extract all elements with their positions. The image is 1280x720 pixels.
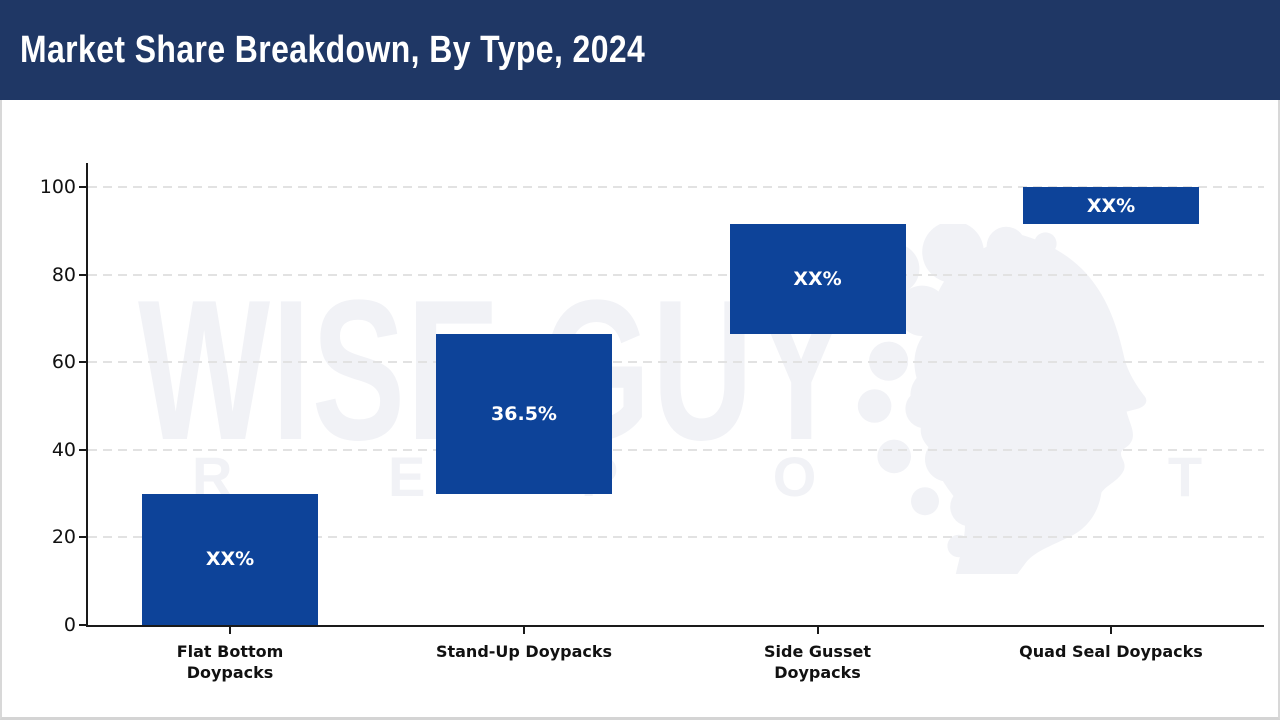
y-tick-label: 100	[39, 176, 76, 198]
category-label: Side Gusset Doypacks	[764, 642, 871, 682]
gridline	[88, 361, 1264, 364]
page-title: Market Share Breakdown, By Type, 2024	[20, 28, 646, 71]
y-tick-mark	[79, 536, 88, 539]
bar-segment: XX%	[1023, 187, 1199, 225]
bar-value-label: XX%	[205, 548, 255, 571]
y-tick-mark	[79, 361, 88, 364]
gridline	[88, 448, 1264, 451]
y-tick-mark	[79, 624, 88, 626]
gridline	[88, 273, 1264, 276]
y-tick-label: 0	[63, 614, 76, 636]
x-tick-mark	[1110, 627, 1112, 634]
y-tick-label: 80	[51, 263, 76, 286]
brand-logo: WISE GUY R E P O R T S	[1020, 0, 1280, 100]
header-bar: Market Share Breakdown, By Type, 2024 WI…	[0, 0, 1280, 100]
bar-value-label: XX%	[1086, 194, 1136, 217]
category-label: Stand-Up Doypacks	[435, 642, 613, 661]
y-tick-label: 40	[51, 438, 76, 461]
x-tick-mark	[816, 627, 819, 634]
y-tick-mark	[79, 186, 88, 188]
bar-value-label: 36.5%	[491, 402, 557, 425]
bar-value-label: XX%	[793, 267, 842, 290]
gridline	[88, 536, 1264, 539]
category-label: Quad Seal Doypacks	[1019, 642, 1203, 661]
bar-segment: XX%	[729, 224, 906, 334]
y-tick-mark	[79, 273, 88, 276]
bar-segment: XX%	[142, 493, 318, 625]
x-tick-mark	[523, 627, 525, 634]
bar-segment: 36.5%	[436, 333, 612, 494]
y-tick-label: 60	[51, 351, 76, 374]
y-tick-label: 20	[51, 526, 76, 549]
y-axis-line	[86, 163, 88, 627]
category-label: Flat Bottom Doypacks	[176, 642, 284, 682]
x-axis-line	[86, 625, 1264, 627]
y-tick-mark	[79, 448, 88, 451]
x-tick-mark	[229, 627, 231, 634]
gridline	[88, 186, 1264, 188]
